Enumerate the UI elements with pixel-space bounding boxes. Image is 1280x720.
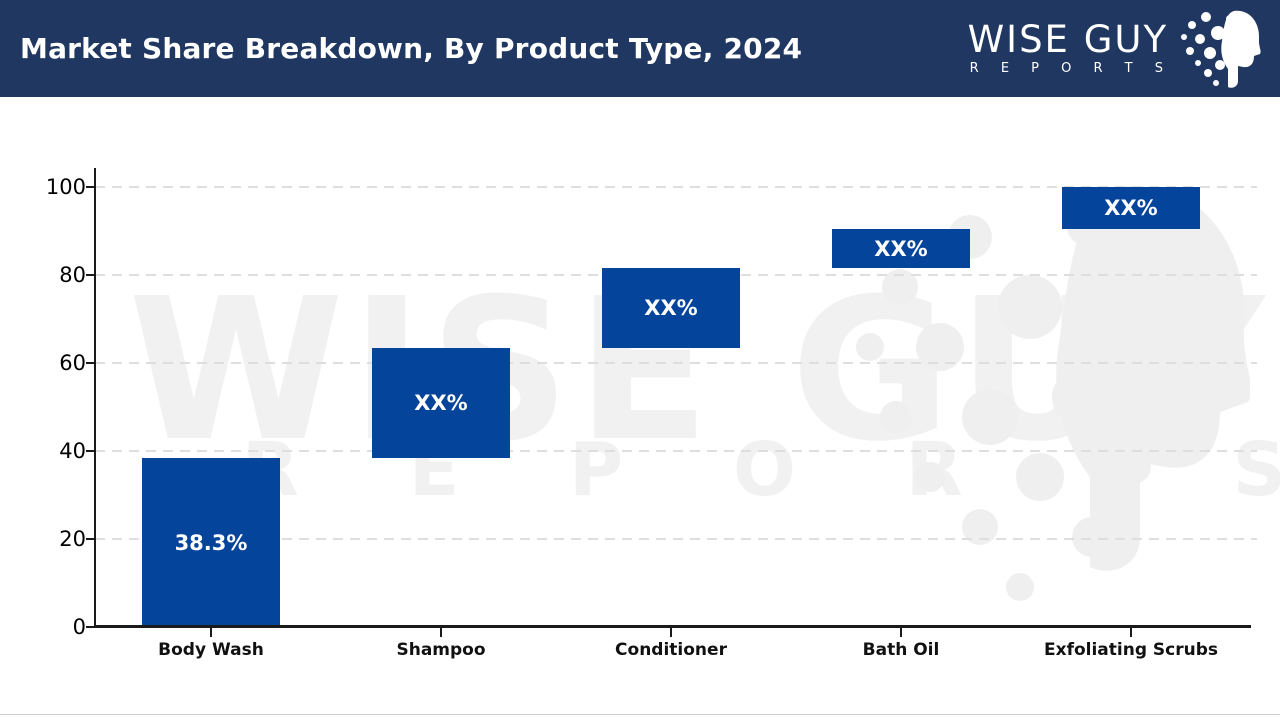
y-tick-label-100: 100	[45, 175, 86, 199]
y-tick-mark-40	[86, 450, 95, 452]
bar-value-label: XX%	[874, 236, 928, 261]
x-axis-line	[94, 625, 1251, 628]
gridline-60	[95, 362, 1257, 364]
y-tick-label-20: 20	[59, 527, 86, 551]
bar-value-label: XX%	[1104, 195, 1158, 220]
x-tick-mark-1	[440, 628, 442, 637]
logo-subtitle: R E P O R T S	[969, 61, 1172, 76]
gridline-40	[95, 450, 1257, 452]
market-share-chart: WISE GUY R E P O R T S 0 20 40 60 80 100 38.3%…	[0, 97, 1280, 700]
y-tick-label-80: 80	[59, 263, 86, 287]
logo-text: WISE GUY R E P O R T S	[964, 21, 1172, 76]
y-tick-label-60: 60	[59, 351, 86, 375]
wise-guy-logo: WISE GUY R E P O R T S	[964, 7, 1280, 91]
y-tick-mark-60	[86, 362, 95, 364]
x-tick-mark-2	[670, 628, 672, 637]
footer-rule	[0, 714, 1280, 715]
gridline-100	[95, 186, 1257, 188]
gridline-20	[95, 538, 1257, 540]
y-axis-line	[94, 168, 96, 628]
y-tick-mark-20	[86, 538, 95, 540]
bar-exfoliating-scrubs: XX%	[1062, 187, 1200, 229]
logo-wordmark: WISE GUY	[967, 18, 1169, 61]
x-category-label-2: Conditioner	[615, 640, 727, 660]
x-tick-mark-0	[210, 628, 212, 637]
bar-conditioner: XX%	[602, 268, 740, 348]
bar-value-label: 38.3%	[174, 530, 248, 555]
y-tick-label-0: 0	[72, 615, 86, 639]
x-category-label-4: Exfoliating Scrubs	[1043, 640, 1219, 660]
dotted-head-icon	[1181, 10, 1261, 88]
bar-value-label: XX%	[414, 391, 468, 416]
x-category-label-1: Shampoo	[396, 640, 486, 660]
bar-value-label: XX%	[644, 295, 698, 320]
x-tick-mark-3	[900, 628, 902, 637]
bar-shampoo: XX%	[372, 347, 510, 459]
header-bar: Market Share Breakdown, By Product Type,…	[0, 0, 1280, 97]
y-tick-mark-100	[86, 186, 95, 188]
bar-body-wash: 38.3%	[142, 458, 280, 627]
x-tick-mark-4	[1130, 628, 1132, 637]
y-tick-mark-80	[86, 274, 95, 276]
page-title: Market Share Breakdown, By Product Type,…	[20, 32, 803, 65]
y-tick-mark-0	[86, 626, 95, 628]
y-tick-label-40: 40	[59, 439, 86, 463]
bar-bath-oil: XX%	[832, 228, 970, 269]
x-category-label-0: Body Wash	[158, 640, 264, 660]
x-category-label-3: Bath Oil	[862, 640, 940, 660]
